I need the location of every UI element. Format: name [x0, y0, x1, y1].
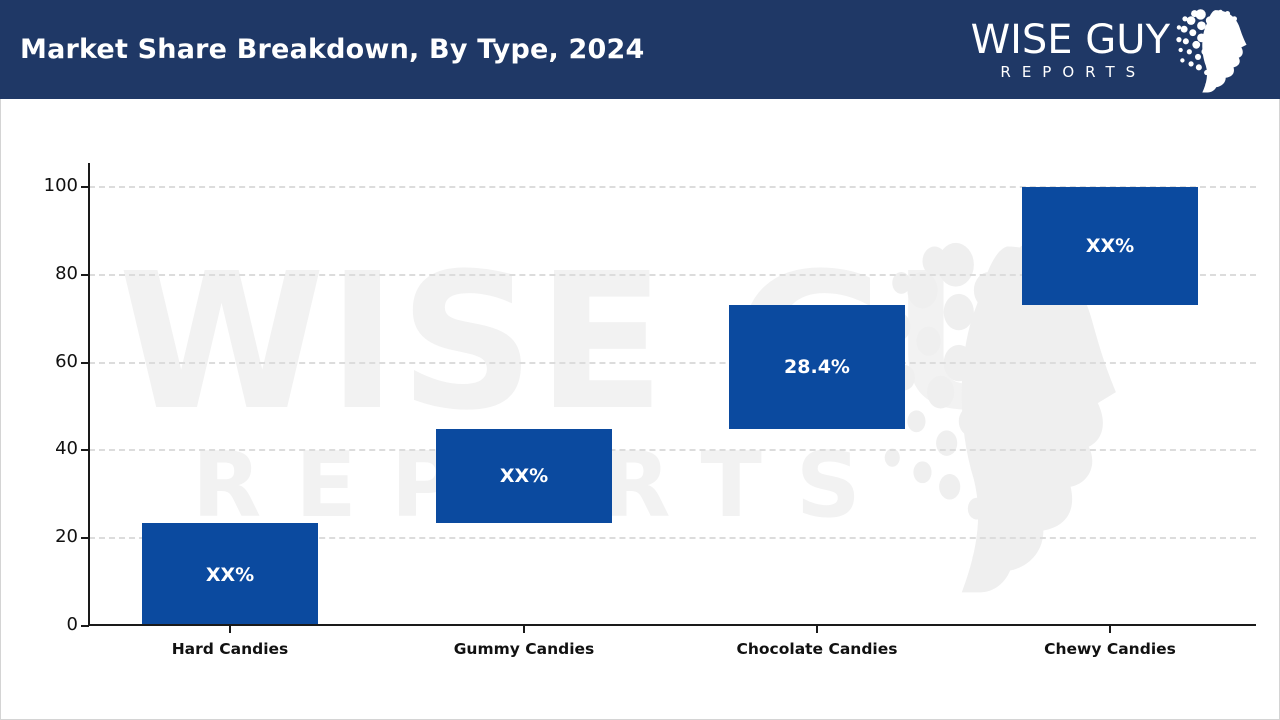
x-axis-spine	[88, 624, 1256, 626]
y-tick-label-60: 60	[55, 350, 78, 372]
x-tick-mark-gummy-candies	[523, 626, 525, 633]
logo-reports-text: REPORTS	[1000, 62, 1147, 81]
logo-head-icon	[1176, 8, 1247, 92]
x-tick-label-gummy-candies: Gummy Candies	[453, 640, 595, 658]
header-bar: Market Share Breakdown, By Type, 2024 WI…	[0, 0, 1280, 99]
y-tick-mark-40	[81, 449, 89, 452]
gridline-80	[89, 273, 1256, 276]
chart-title: Market Share Breakdown, By Type, 2024	[20, 34, 645, 65]
y-tick-mark-0	[81, 625, 89, 627]
bar-hard-candies: XX%	[142, 523, 318, 626]
x-tick-label-chewy-candies: Chewy Candies	[1044, 640, 1176, 658]
bar-chewy-candies: XX%	[1022, 187, 1198, 305]
bar-value-label-chewy-candies: XX%	[1085, 234, 1135, 257]
x-tick-mark-chewy-candies	[1109, 626, 1111, 633]
x-tick-label-chocolate-candies: Chocolate Candies	[736, 640, 898, 658]
y-tick-label-0: 0	[66, 614, 78, 635]
x-tick-label-hard-candies: Hard Candies	[171, 640, 289, 658]
bar-chocolate-candies: 28.4%	[729, 304, 905, 430]
bar-value-label-gummy-candies: XX%	[499, 465, 549, 488]
y-tick-mark-100	[81, 186, 89, 188]
y-tick-label-40: 40	[55, 438, 78, 460]
x-tick-mark-chocolate-candies	[816, 626, 818, 633]
bar-value-label-chocolate-candies: 28.4%	[784, 355, 850, 378]
gridline-60	[89, 361, 1256, 364]
gridline-100	[89, 186, 1256, 188]
y-tick-label-20: 20	[55, 526, 78, 548]
y-tick-mark-80	[81, 273, 89, 276]
logo-text: WISE GUY REPORTS	[971, 20, 1170, 80]
y-tick-label-80: 80	[55, 262, 78, 284]
logo-wise-guy-text: WISE GUY	[970, 16, 1170, 63]
bar-value-label-hard-candies: XX%	[205, 563, 255, 586]
bar-gummy-candies: XX%	[436, 429, 612, 524]
y-tick-label-100: 100	[43, 175, 78, 196]
gridline-40	[89, 449, 1256, 452]
wise-guy-logo: WISE GUY REPORTS	[971, 6, 1250, 94]
gridline-20	[89, 537, 1256, 540]
x-tick-mark-hard-candies	[229, 626, 231, 633]
y-tick-mark-60	[81, 361, 89, 364]
y-axis-spine	[88, 163, 90, 626]
y-tick-mark-20	[81, 537, 89, 540]
